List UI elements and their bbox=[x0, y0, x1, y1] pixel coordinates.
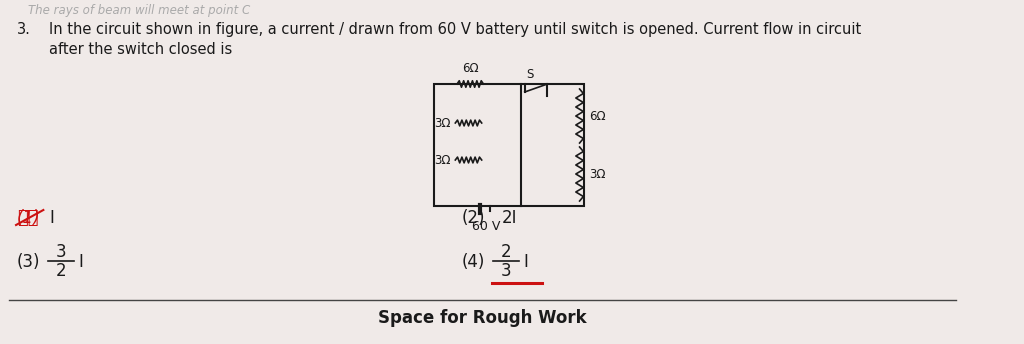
Text: (4): (4) bbox=[462, 253, 485, 271]
Text: The rays of beam will meet at point C: The rays of beam will meet at point C bbox=[29, 4, 251, 17]
Text: (3): (3) bbox=[17, 253, 41, 271]
Text: Space for Rough Work: Space for Rough Work bbox=[378, 309, 587, 327]
Text: 3: 3 bbox=[56, 243, 67, 261]
Text: 3Ω: 3Ω bbox=[589, 168, 605, 181]
Text: 3Ω: 3Ω bbox=[434, 117, 451, 129]
Text: I: I bbox=[49, 209, 54, 227]
Text: (2): (2) bbox=[462, 209, 485, 227]
Text: 6Ω: 6Ω bbox=[462, 62, 478, 75]
Text: 2I: 2I bbox=[502, 209, 517, 227]
Text: 6Ω: 6Ω bbox=[589, 109, 605, 122]
Text: (1): (1) bbox=[17, 209, 41, 227]
Text: 2: 2 bbox=[501, 243, 511, 261]
Text: I: I bbox=[78, 253, 83, 271]
Text: 3Ω: 3Ω bbox=[434, 153, 451, 166]
Text: I: I bbox=[523, 253, 528, 271]
Text: In the circuit shown in figure, a current / drawn from 60 V battery until switch: In the circuit shown in figure, a curren… bbox=[49, 22, 861, 57]
Bar bbox=[433, 84, 585, 206]
Text: 3.: 3. bbox=[17, 22, 31, 37]
Text: 乁乁: 乁乁 bbox=[17, 209, 39, 227]
Text: 60 V: 60 V bbox=[472, 220, 501, 233]
Text: S: S bbox=[526, 68, 534, 81]
Text: 2: 2 bbox=[56, 262, 67, 280]
Text: 3: 3 bbox=[501, 262, 511, 280]
